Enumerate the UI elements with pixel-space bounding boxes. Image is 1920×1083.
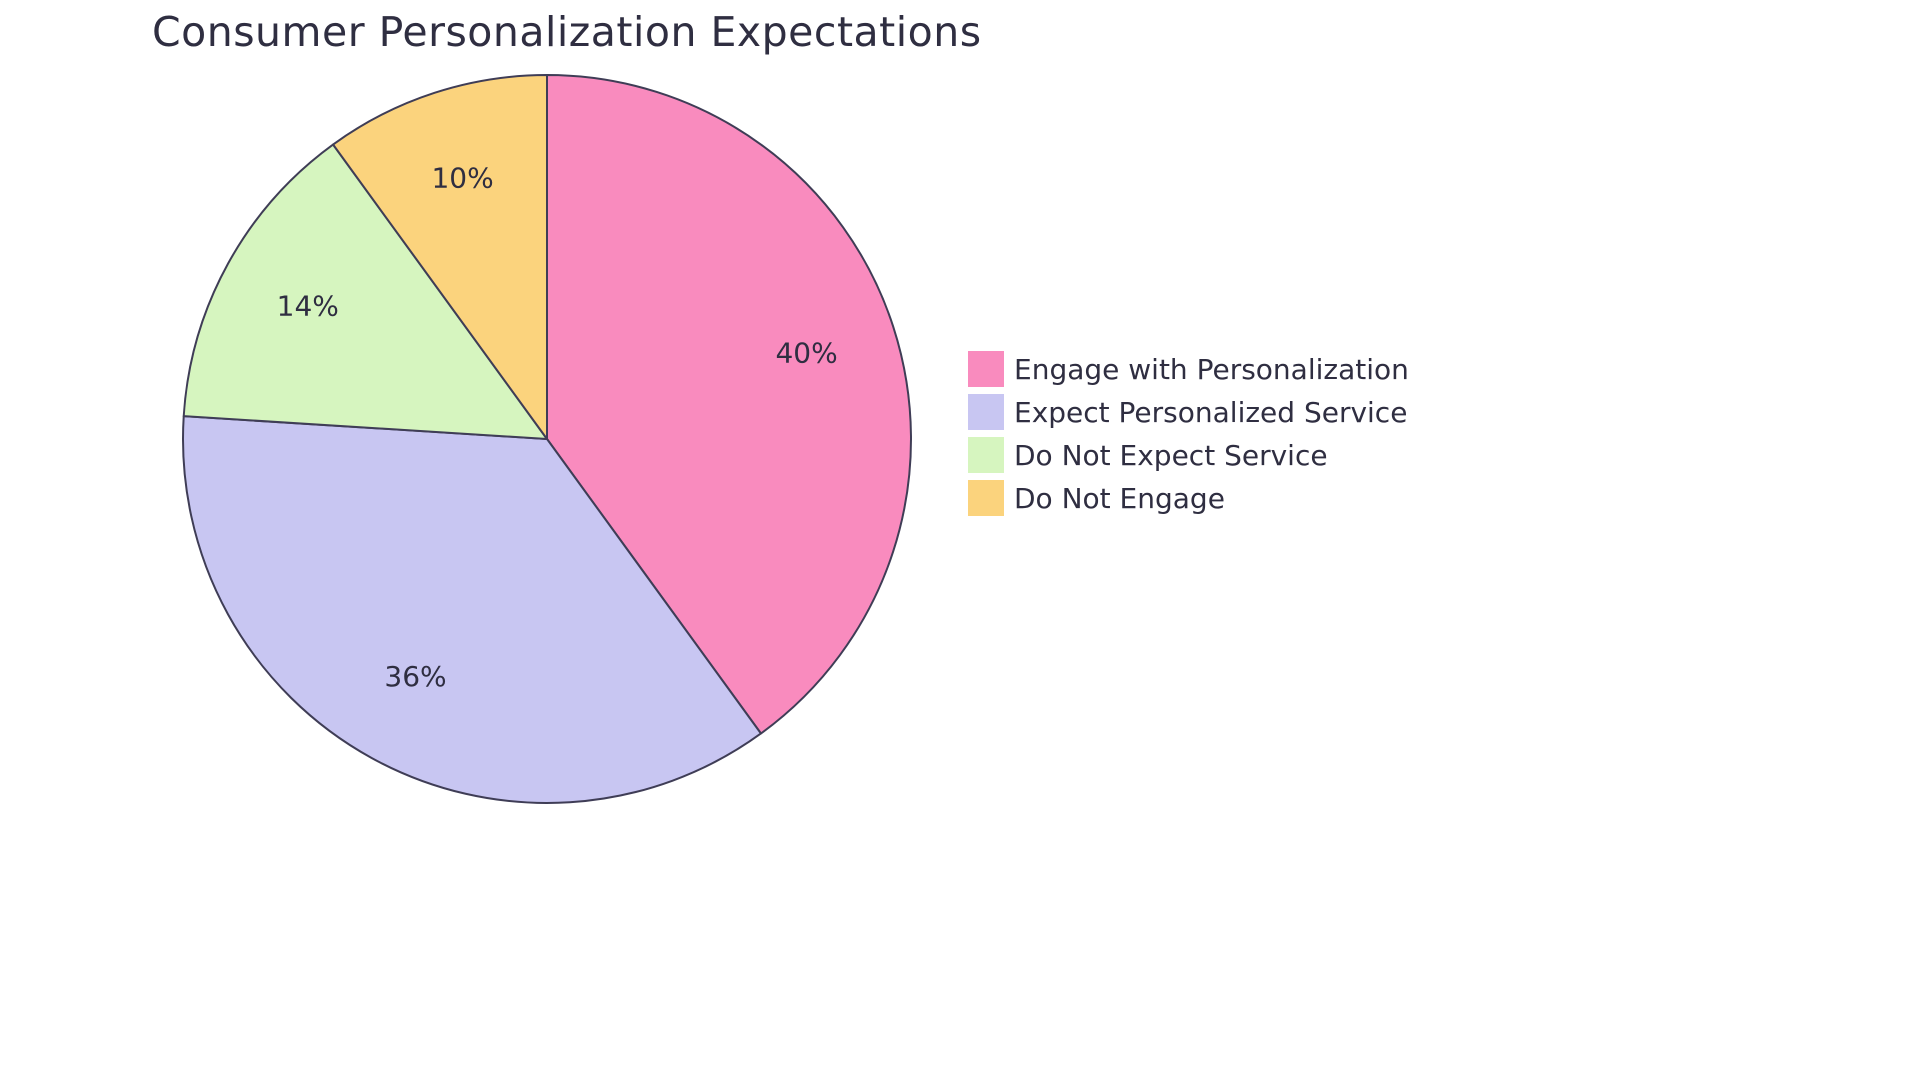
legend: Engage with Personalization Expect Person… (968, 351, 1409, 516)
slice-label: 10% (431, 161, 493, 194)
slice-label: 36% (384, 660, 446, 693)
pie-slices (182, 74, 912, 804)
legend-label: Do Not Engage (1014, 481, 1225, 515)
legend-swatch (968, 351, 1004, 387)
pie-slice (332, 74, 548, 440)
legend-swatch (968, 437, 1004, 473)
pie-slice (182, 143, 548, 440)
legend-item: Engage with Personalization (968, 351, 1409, 387)
legend-label: Do Not Expect Service (1014, 438, 1328, 472)
legend-item: Expect Personalized Service (968, 394, 1409, 430)
pie-slice-labels: 40% 36% 14% 10% (277, 161, 838, 693)
pie-slice (546, 74, 912, 735)
slice-label: 40% (775, 337, 837, 370)
legend-label: Expect Personalized Service (1014, 395, 1408, 429)
legend-item: Do Not Engage (968, 480, 1409, 516)
slice-label: 14% (277, 290, 339, 323)
legend-swatch (968, 394, 1004, 430)
chart-title: Consumer Personalization Expectations (152, 8, 982, 56)
legend-swatch (968, 480, 1004, 516)
legend-item: Do Not Expect Service (968, 437, 1409, 473)
legend-label: Engage with Personalization (1014, 352, 1409, 386)
pie-slice (182, 415, 762, 804)
